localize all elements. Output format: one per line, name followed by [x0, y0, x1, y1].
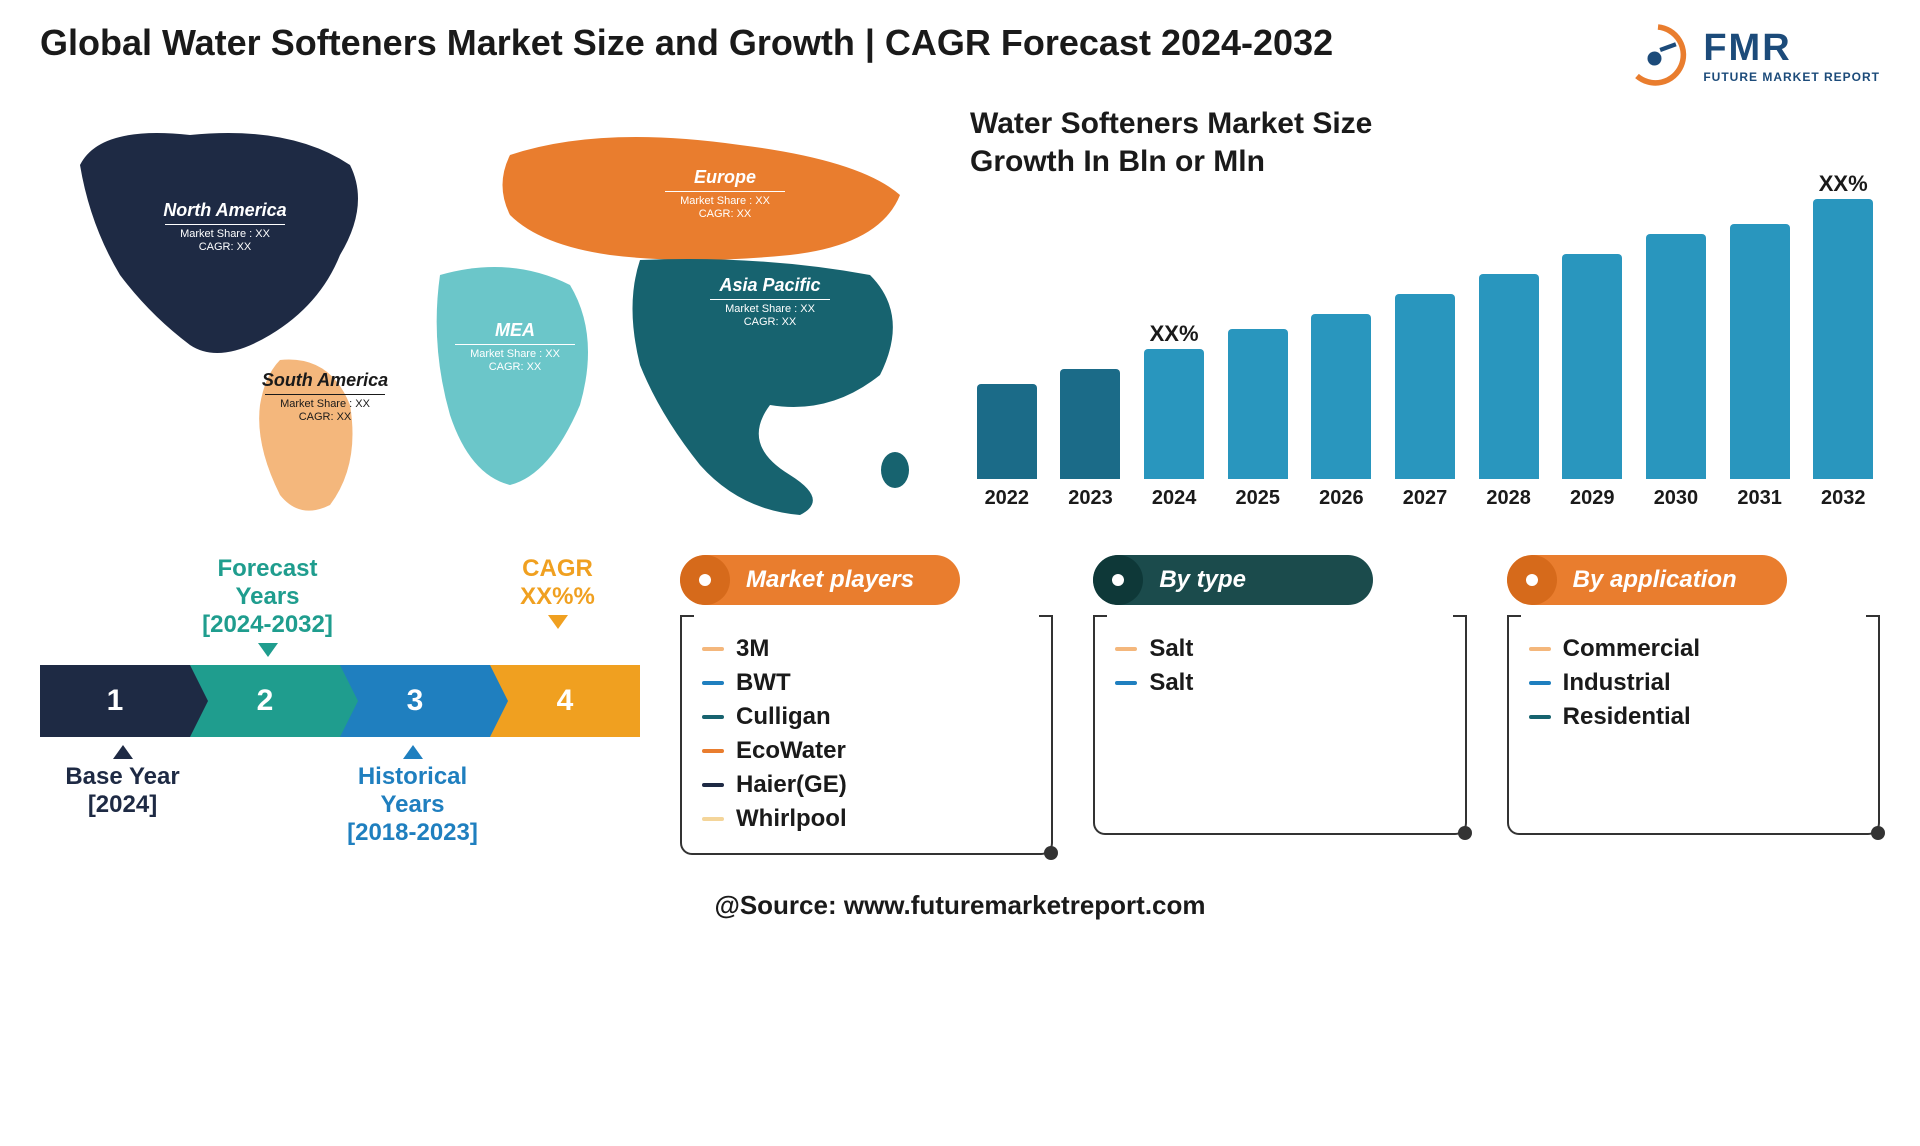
list-item: Salt: [1115, 669, 1450, 697]
map-label-eu: Europe Market Share : XX CAGR: XX: [650, 167, 800, 221]
map-label-ap: Asia Pacific Market Share : XX CAGR: XX: [690, 275, 850, 329]
bar-2022: 2022: [970, 384, 1044, 510]
list-item-label: 3M: [736, 635, 769, 663]
list-item-label: BWT: [736, 669, 791, 697]
bar-year-label: 2029: [1570, 487, 1615, 510]
by-type-section: By type Salt Salt: [1093, 555, 1466, 835]
bar-2032: XX%2032: [1806, 199, 1880, 510]
bar-rect: [1144, 349, 1204, 479]
tick-icon: [702, 681, 724, 685]
tick-icon: [1529, 715, 1551, 719]
list-item: Commercial: [1529, 635, 1864, 663]
bar-year-label: 2026: [1319, 487, 1364, 510]
bar-2028: 2028: [1472, 274, 1546, 510]
list-item: Salt: [1115, 635, 1450, 663]
world-map: North America Market Share : XX CAGR: XX…: [40, 105, 940, 525]
fmr-logo: FMR FUTURE MARKET REPORT: [1623, 20, 1880, 90]
timeline-bar: 1 2 3 4: [40, 665, 640, 737]
map-region-mea: [437, 267, 588, 485]
timeline: Forecast Years [2024-2032] CAGR XX%% 1 2…: [40, 555, 640, 847]
list-item: Residential: [1529, 703, 1864, 731]
list-item-label: Commercial: [1563, 635, 1700, 663]
bar-2030: 2030: [1639, 234, 1713, 510]
bar-rect: [977, 384, 1037, 479]
bar-2027: 2027: [1388, 294, 1462, 510]
list-item: Industrial: [1529, 669, 1864, 697]
timeline-seg-2: 2: [190, 665, 340, 737]
tick-icon: [702, 783, 724, 787]
list-item: BWT: [702, 669, 1037, 697]
timeline-hist-label: Historical Years [2018-2023]: [340, 745, 485, 847]
timeline-seg-1: 1: [40, 665, 190, 737]
page-title: Global Water Softeners Market Size and G…: [40, 20, 1333, 67]
timeline-seg-4: 4: [490, 665, 640, 737]
timeline-cagr-label: CAGR XX%%: [485, 555, 630, 657]
bar-rect: [1562, 254, 1622, 479]
tick-icon: [1529, 681, 1551, 685]
list-item: Whirlpool: [702, 805, 1037, 833]
bar-annotation: XX%: [1150, 321, 1199, 347]
bar-chart: Water Softeners Market Size Growth In Bl…: [970, 105, 1880, 525]
bar-chart-title: Water Softeners Market Size Growth In Bl…: [970, 105, 1390, 180]
list-item: Haier(GE): [702, 771, 1037, 799]
tick-icon: [1115, 647, 1137, 651]
timeline-base-label: Base Year [2024]: [50, 745, 195, 847]
tick-icon: [702, 715, 724, 719]
bar-rect: [1479, 274, 1539, 479]
list-item: Culligan: [702, 703, 1037, 731]
bar-year-label: 2028: [1486, 487, 1531, 510]
by-application-section: By application Commercial Industrial Resid…: [1507, 555, 1880, 835]
bar-2025: 2025: [1221, 329, 1295, 510]
bar-2024: XX%2024: [1137, 349, 1211, 510]
source-text: @Source: www.futuremarketreport.com: [40, 890, 1880, 921]
map-label-na: North America Market Share : XX CAGR: XX: [150, 200, 300, 254]
bar-year-label: 2025: [1235, 487, 1280, 510]
tick-icon: [702, 817, 724, 821]
list-item-label: Culligan: [736, 703, 831, 731]
list-item-label: Haier(GE): [736, 771, 847, 799]
bar-year-label: 2023: [1068, 487, 1113, 510]
tick-icon: [1529, 647, 1551, 651]
timeline-forecast-label: Forecast Years [2024-2032]: [195, 555, 340, 657]
market-players-section: Market players 3M BWT Culligan EcoWater Haie…: [680, 555, 1053, 855]
tick-icon: [702, 647, 724, 651]
by-application-pill: By application: [1507, 555, 1787, 605]
list-item-label: Whirlpool: [736, 805, 847, 833]
bar-2023: 2023: [1054, 369, 1128, 510]
tick-icon: [702, 749, 724, 753]
bar-rect: [1228, 329, 1288, 479]
list-item-label: Salt: [1149, 635, 1193, 663]
logo-text-main: FMR: [1703, 27, 1880, 70]
bar-2026: 2026: [1305, 314, 1379, 510]
fmr-logo-icon: [1623, 20, 1693, 90]
bar-rect: [1311, 314, 1371, 479]
list-item: EcoWater: [702, 737, 1037, 765]
tick-icon: [1115, 681, 1137, 685]
timeline-seg-3: 3: [340, 665, 490, 737]
map-label-mea: MEA Market Share : XX CAGR: XX: [440, 320, 590, 374]
bar-annotation: XX%: [1819, 171, 1868, 197]
bar-year-label: 2022: [985, 487, 1030, 510]
bar-year-label: 2027: [1403, 487, 1448, 510]
list-item-label: Salt: [1149, 669, 1193, 697]
bar-year-label: 2031: [1737, 487, 1782, 510]
market-players-pill: Market players: [680, 555, 960, 605]
bar-year-label: 2024: [1152, 487, 1197, 510]
list-item: 3M: [702, 635, 1037, 663]
list-item-label: EcoWater: [736, 737, 846, 765]
by-type-pill: By type: [1093, 555, 1373, 605]
logo-text-sub: FUTURE MARKET REPORT: [1703, 70, 1880, 84]
list-item-label: Residential: [1563, 703, 1691, 731]
bar-2029: 2029: [1555, 254, 1629, 510]
bar-rect: [1646, 234, 1706, 479]
bar-rect: [1395, 294, 1455, 479]
bar-year-label: 2032: [1821, 487, 1866, 510]
list-item-label: Industrial: [1563, 669, 1671, 697]
bar-year-label: 2030: [1654, 487, 1699, 510]
map-label-sa: South America Market Share : XX CAGR: XX: [245, 370, 405, 424]
bar-2031: 2031: [1723, 224, 1797, 510]
bar-rect: [1060, 369, 1120, 479]
bar-rect: [1730, 224, 1790, 479]
bar-rect: [1813, 199, 1873, 479]
